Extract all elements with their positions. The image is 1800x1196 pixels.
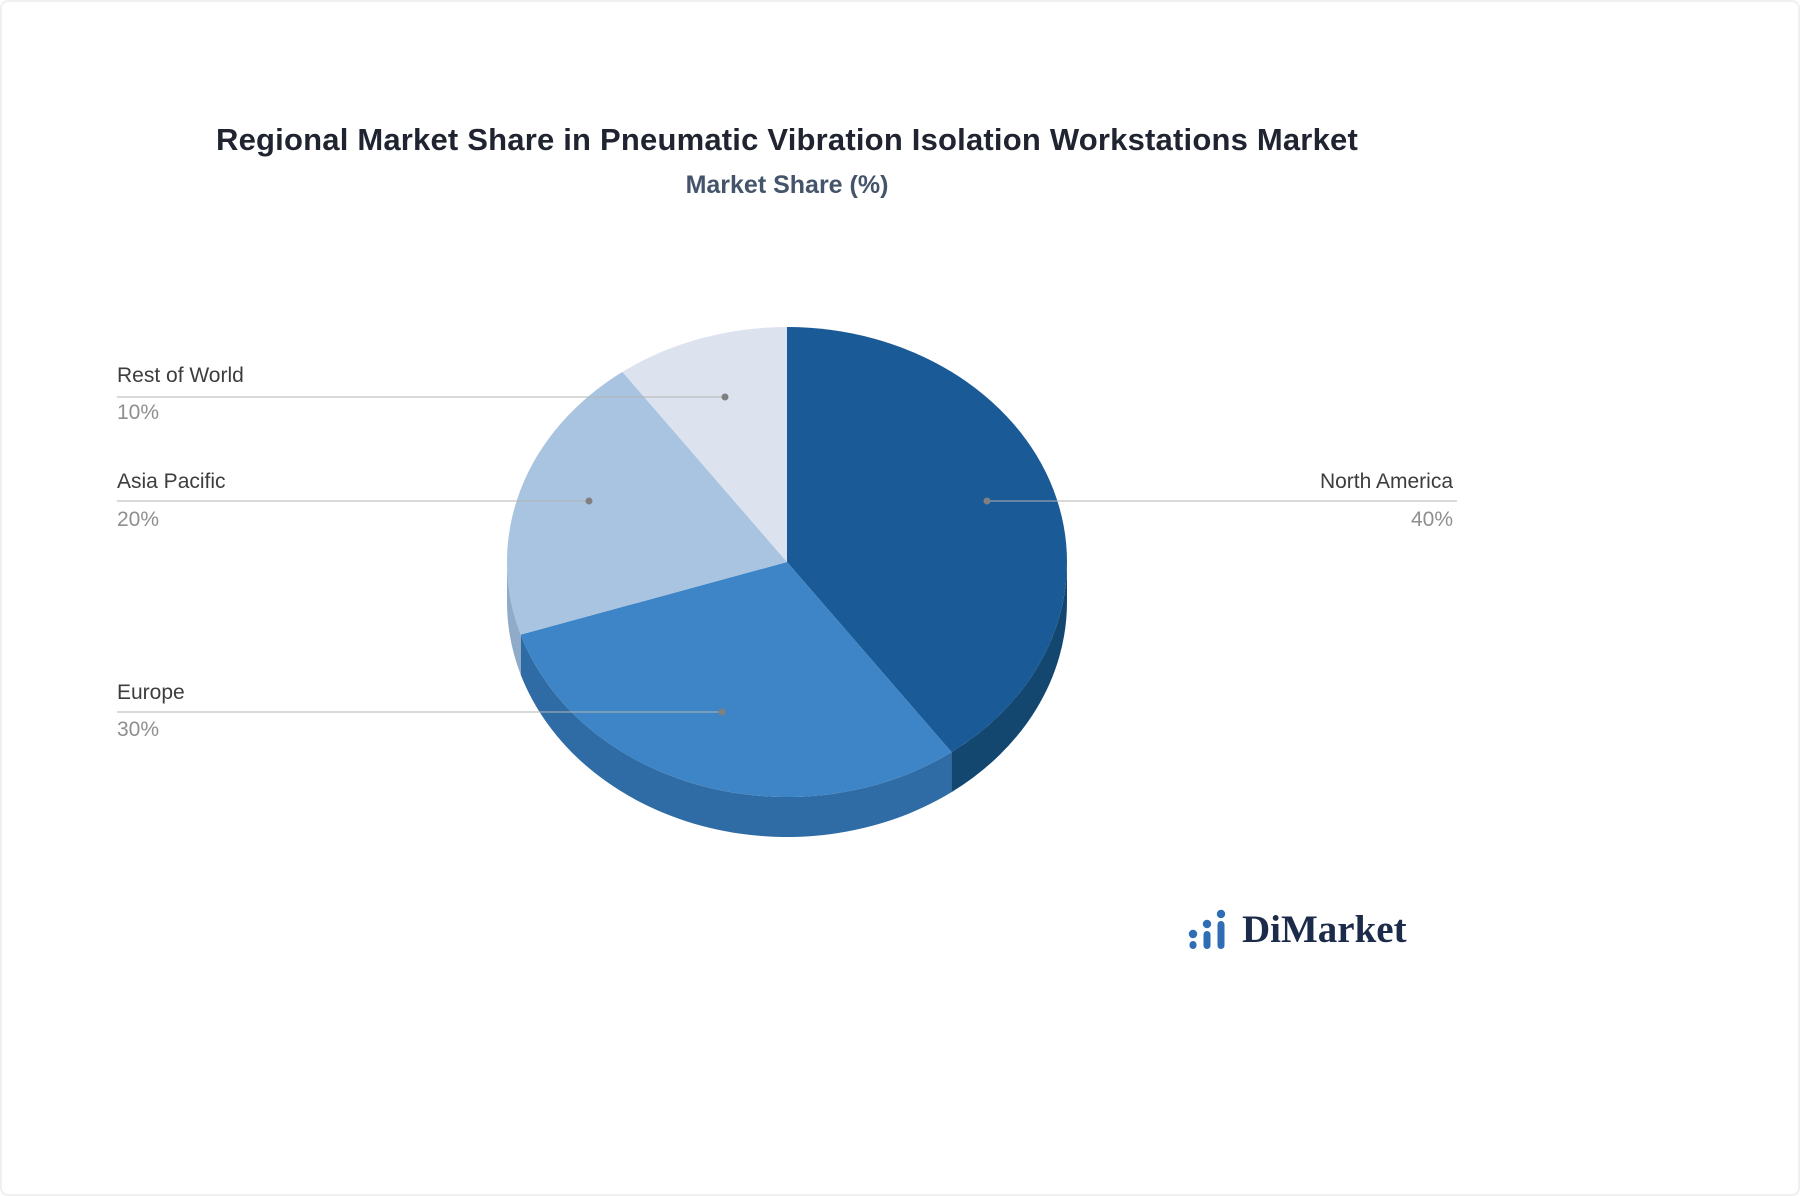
callout-dot-north-america <box>983 497 991 505</box>
callout-dot-europe <box>718 708 726 716</box>
pie-slice-side-europe <box>520 634 952 837</box>
callout-label-north-america: North America <box>1319 470 1453 493</box>
callout-value-rest-of-world: 10% <box>117 401 160 424</box>
chart-title: Regional Market Share in Pneumatic Vibra… <box>216 122 1358 157</box>
callout-value-europe: 30% <box>117 718 160 741</box>
callout-label-europe: Europe <box>117 681 185 704</box>
brand-logo: DiMarket <box>1185 905 1407 953</box>
callout-label-asia-pacific: Asia Pacific <box>117 470 226 493</box>
pie-slice-side-asia-pacific <box>507 562 521 675</box>
pie-slice-europe <box>520 562 952 798</box>
callout-value-asia-pacific: 20% <box>117 508 160 531</box>
callout-value-north-america: 40% <box>1410 508 1453 531</box>
callout-label-rest-of-world: Rest of World <box>117 364 244 387</box>
brand-name: DiMarket <box>1242 907 1407 951</box>
chart-subtitle: Market Share (%) <box>685 171 889 199</box>
pie-slice-side-north-america <box>951 562 1067 793</box>
callout-dot-rest-of-world <box>721 393 729 401</box>
callout-dot-asia-pacific <box>585 497 593 505</box>
bar-chart-trend-icon <box>1188 909 1226 949</box>
pie-slice-north-america <box>787 327 1067 753</box>
pie-slice-rest-of-world <box>622 327 787 562</box>
pie-slice-asia-pacific <box>507 371 787 635</box>
